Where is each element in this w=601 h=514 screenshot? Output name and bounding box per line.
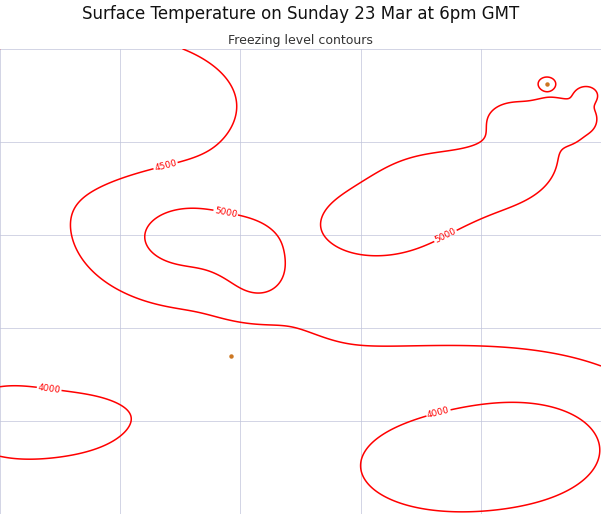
Text: 4500: 4500 [153, 158, 178, 173]
Text: 4000: 4000 [37, 383, 61, 395]
Text: 5000: 5000 [213, 206, 238, 219]
Text: 4000: 4000 [426, 406, 451, 420]
Text: 5000: 5000 [433, 227, 458, 245]
Text: Freezing level contours: Freezing level contours [228, 33, 373, 47]
Text: Surface Temperature on Sunday 23 Mar at 6pm GMT: Surface Temperature on Sunday 23 Mar at … [82, 5, 519, 23]
